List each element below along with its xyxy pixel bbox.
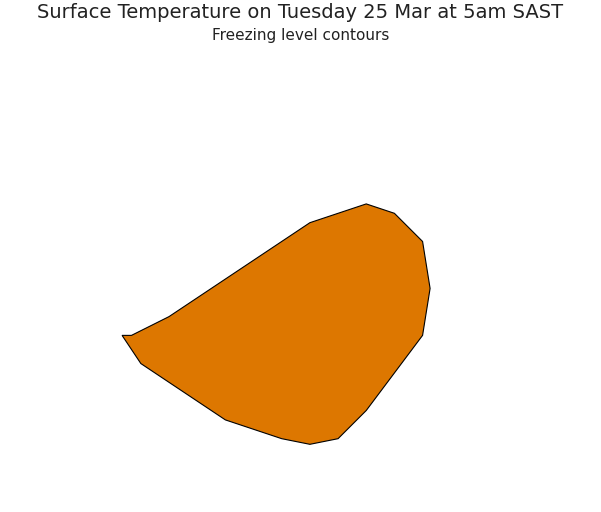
Polygon shape xyxy=(122,204,430,444)
Text: Freezing level contours: Freezing level contours xyxy=(212,29,389,44)
Text: Surface Temperature on Tuesday 25 Mar at 5am SAST: Surface Temperature on Tuesday 25 Mar at… xyxy=(37,4,564,23)
